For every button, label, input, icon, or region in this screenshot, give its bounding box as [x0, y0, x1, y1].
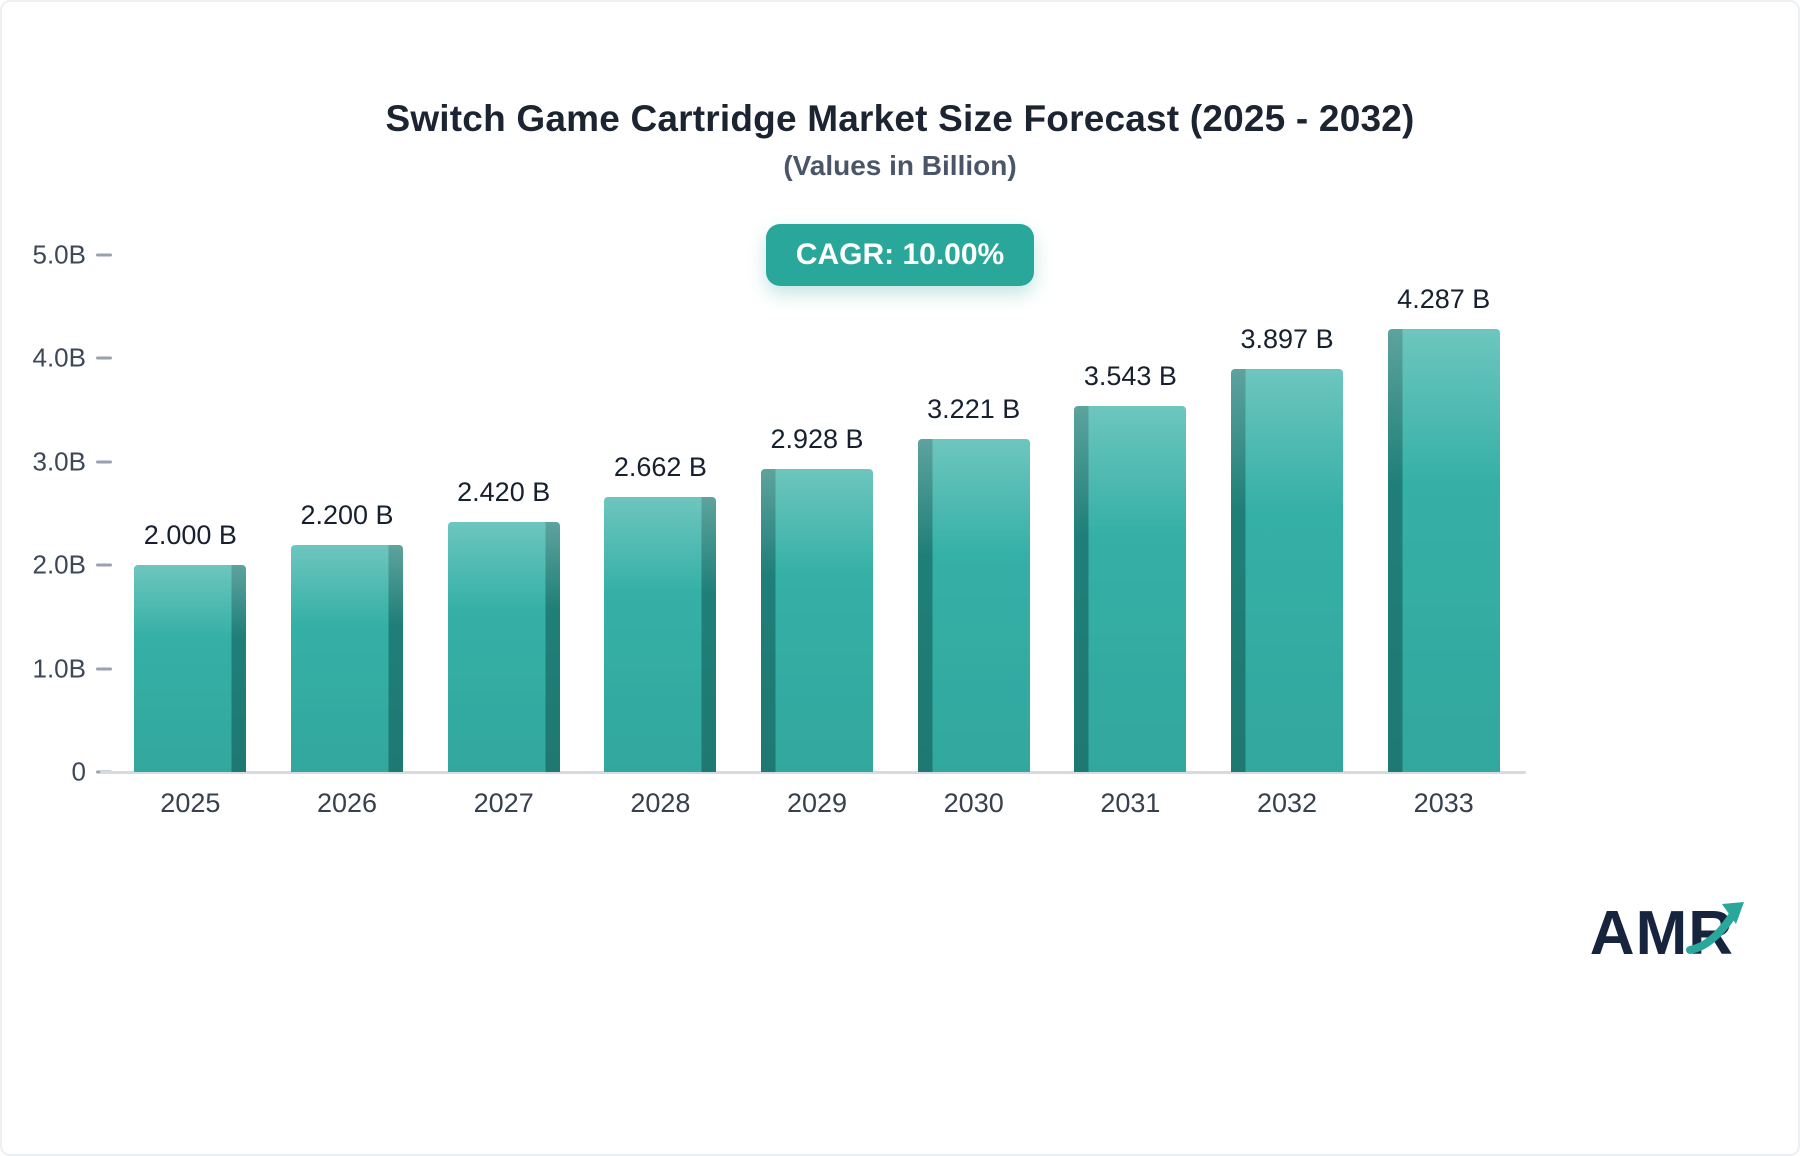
y-tick-mark	[96, 460, 112, 464]
bar-2033[interactable]	[1387, 328, 1500, 772]
bar-2032[interactable]	[1231, 369, 1344, 772]
x-axis-label: 2032	[1257, 788, 1318, 818]
amr-logo: AMR	[1589, 898, 1744, 969]
bar-slot: 2.928 B	[739, 255, 896, 772]
y-tick-label: 4.0B	[32, 342, 87, 373]
x-axis-label: 2031	[1100, 788, 1161, 818]
bar-2025[interactable]	[134, 565, 247, 772]
bar-value-label: 3.543 B	[1083, 360, 1177, 391]
x-axis-label: 2033	[1413, 788, 1474, 818]
x-axis: 2025 2026 2027 2028 2029 2030 2031 2032 2033	[112, 788, 1522, 819]
y-tick-label: 0	[71, 756, 86, 787]
bar-value-label: 2.662 B	[613, 451, 707, 482]
bar-value-label: 3.221 B	[927, 393, 1021, 424]
y-tick: 2.0B	[32, 550, 112, 581]
y-tick: 3.0B	[32, 446, 112, 477]
bar-value-label: 3.897 B	[1240, 324, 1334, 355]
cagr-badge-wrap: CAGR: 10.00%	[2, 224, 1798, 286]
bar-slot: 3.897 B	[1209, 255, 1366, 772]
plot-area: 2.000 B 2.200 B 2.420 B 2.662 B 2.928 B 3.221…	[112, 255, 1522, 772]
amr-logo-arrow-icon	[1686, 902, 1744, 954]
bar-slot: 2.000 B	[112, 255, 269, 772]
amr-logo-text: AMR	[1589, 899, 1734, 968]
y-tick: 5.0B	[32, 240, 112, 271]
bar-2030[interactable]	[917, 438, 1030, 772]
x-axis-label: 2026	[316, 788, 378, 818]
bar-2029[interactable]	[761, 469, 874, 772]
bar-slot: 3.221 B	[895, 255, 1052, 772]
bar-2028[interactable]	[604, 496, 717, 772]
x-axis-baseline	[100, 771, 1526, 774]
y-tick: 4.0B	[32, 343, 112, 374]
y-tick-label: 3.0B	[32, 446, 87, 477]
x-axis-label: 2028	[630, 788, 691, 818]
chart-title: Switch Game Cartridge Market Size Foreca…	[385, 98, 1415, 139]
bar-slot: 2.662 B	[582, 255, 739, 772]
y-tick-mark	[96, 356, 112, 360]
x-axis-label: 2030	[943, 788, 1004, 818]
y-tick-label: 5.0B	[32, 239, 87, 270]
y-tick: 1.0B	[32, 653, 112, 684]
bar-2031[interactable]	[1074, 405, 1187, 772]
bar-value-label: 2.000 B	[143, 520, 237, 551]
bar-2026[interactable]	[291, 544, 403, 772]
x-axis-label: 2029	[786, 788, 848, 818]
bar-slot: 4.287 B	[1365, 255, 1522, 772]
bar-value-label: 4.287 B	[1397, 283, 1491, 314]
chart-subtitle: (Values in Billion)	[783, 150, 1017, 181]
bar-slot: 2.200 B	[269, 255, 426, 772]
y-tick-label: 1.0B	[32, 653, 87, 684]
bar-2027[interactable]	[447, 521, 560, 772]
bar-slot: 2.420 B	[425, 255, 582, 772]
y-axis: 5.0B 4.0B 3.0B 2.0B 1.0B 0	[32, 240, 112, 787]
bar-slot: 3.543 B	[1052, 255, 1209, 772]
x-axis-label: 2025	[160, 788, 221, 818]
bar-value-label: 2.420 B	[457, 476, 551, 507]
bar-value-label: 2.928 B	[770, 424, 864, 455]
y-tick-mark	[96, 563, 112, 567]
y-tick-mark	[96, 253, 112, 257]
y-tick-label: 2.0B	[32, 549, 87, 580]
x-axis-label: 2027	[473, 788, 534, 818]
cagr-badge: CAGR: 10.00%	[765, 224, 1035, 286]
bar-value-label: 2.200 B	[300, 499, 394, 530]
y-tick-mark	[96, 667, 112, 671]
